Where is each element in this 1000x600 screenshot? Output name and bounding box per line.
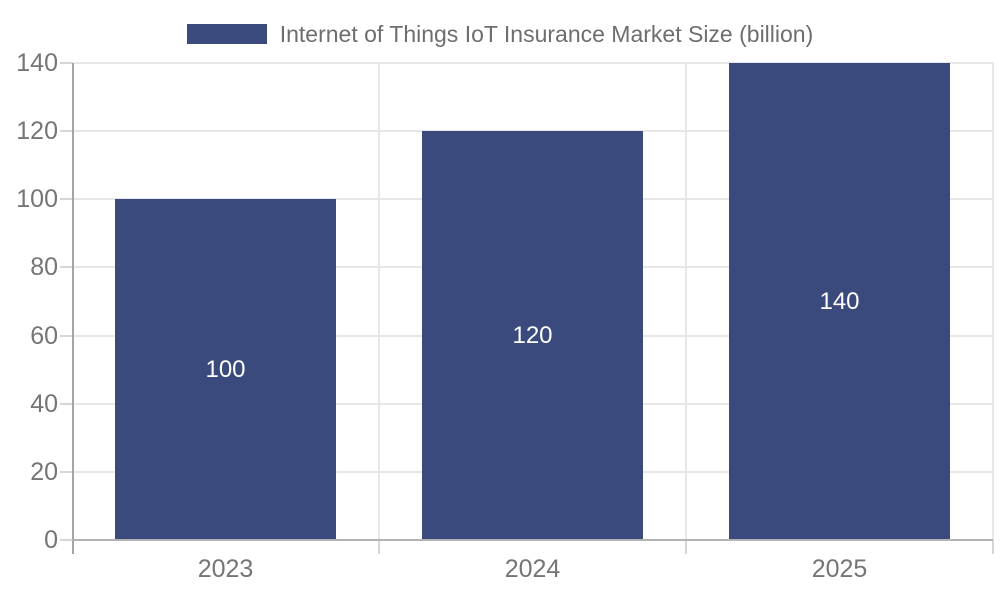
x-axis-tick bbox=[685, 540, 687, 554]
x-axis-tick bbox=[72, 540, 74, 554]
y-tick-label: 60 bbox=[30, 321, 58, 350]
x-axis-line bbox=[72, 539, 993, 541]
x-axis-tick bbox=[378, 540, 380, 554]
x-tick-label: 2025 bbox=[811, 555, 868, 583]
legend-swatch-icon bbox=[186, 24, 267, 44]
y-tick-label: 20 bbox=[30, 457, 58, 486]
bar-value-label: 140 bbox=[819, 287, 860, 315]
y-axis-line bbox=[72, 63, 74, 540]
y-tick-label: 100 bbox=[16, 185, 58, 214]
plot-area: 100 120 140 bbox=[60, 62, 994, 554]
gridline-horizontal bbox=[72, 130, 993, 133]
gridline-vertical bbox=[992, 63, 994, 540]
y-axis-tick bbox=[60, 334, 72, 337]
y-axis-tick bbox=[60, 402, 72, 405]
bar-value-label: 120 bbox=[512, 321, 553, 349]
legend-item[interactable]: Internet of Things IoT Insurance Market … bbox=[186, 21, 814, 47]
legend: Internet of Things IoT Insurance Market … bbox=[0, 22, 1000, 46]
legend-label: Internet of Things IoT Insurance Market … bbox=[279, 21, 814, 47]
y-tick-label: 120 bbox=[16, 117, 58, 146]
y-axis-tick bbox=[60, 266, 72, 269]
y-tick-label: 0 bbox=[44, 526, 58, 554]
y-axis-tick bbox=[60, 539, 72, 541]
gridline-horizontal bbox=[72, 62, 993, 64]
bar bbox=[421, 131, 643, 540]
x-axis-tick bbox=[992, 540, 994, 554]
bar-value-label: 100 bbox=[205, 355, 246, 383]
y-axis-tick bbox=[60, 130, 72, 133]
gridline-vertical bbox=[685, 63, 687, 540]
x-tick-label: 2024 bbox=[504, 555, 561, 583]
y-tick-label: 80 bbox=[30, 253, 58, 282]
gridline-vertical bbox=[378, 63, 380, 540]
bar bbox=[114, 199, 336, 540]
y-axis-tick bbox=[60, 62, 72, 64]
y-tick-label: 40 bbox=[30, 389, 58, 418]
y-axis-tick bbox=[60, 198, 72, 201]
x-tick-label: 2023 bbox=[197, 555, 254, 583]
bar bbox=[728, 63, 950, 540]
y-tick-label: 140 bbox=[16, 49, 58, 77]
y-axis-tick bbox=[60, 470, 72, 473]
